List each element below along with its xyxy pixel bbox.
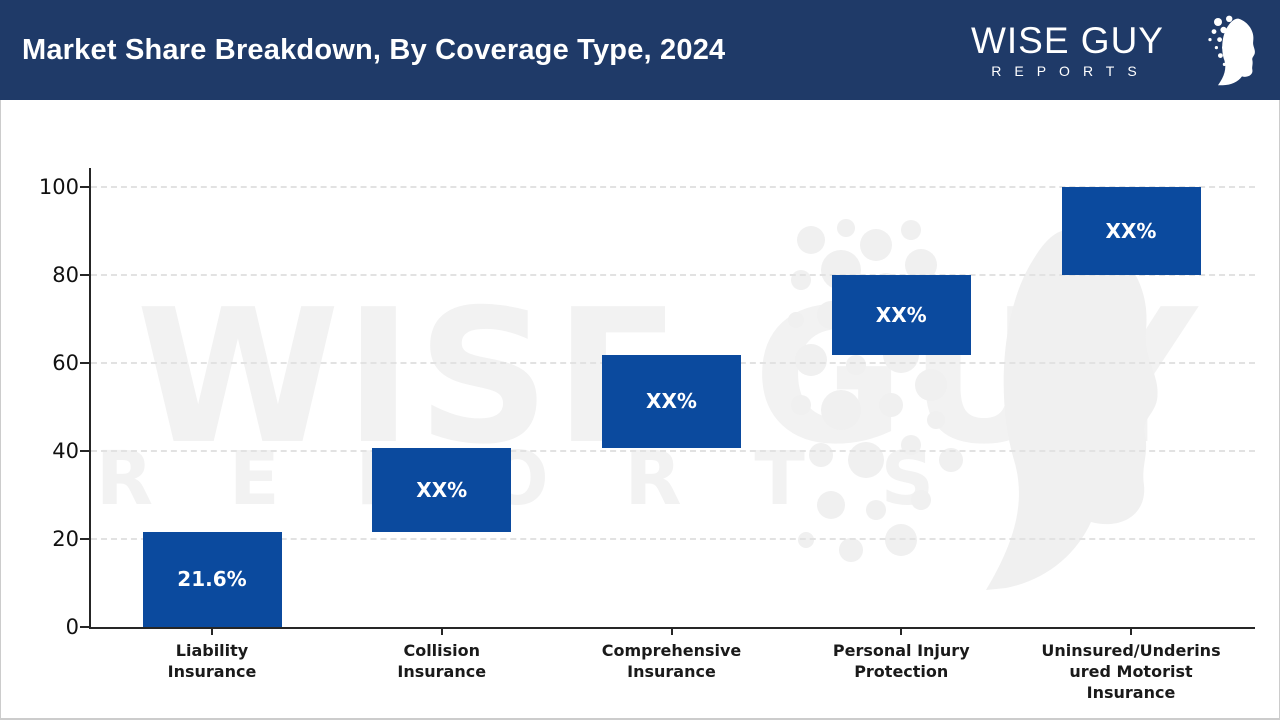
x-tick-5 (1130, 629, 1132, 635)
x-tick-1 (211, 629, 213, 635)
category-label-1: Liability Insurance (167, 641, 257, 681)
bar-value-label: XX% (875, 303, 927, 328)
header: Market Share Breakdown, By Coverage Type… (0, 0, 1280, 100)
bar-4: XX% (831, 275, 971, 356)
x-tick-2 (440, 629, 443, 635)
gridline-y80 (91, 274, 1255, 276)
y-tick-label-100: 100 (38, 175, 79, 199)
category-label-3: Comprehensive Insurance (601, 641, 742, 681)
bar-1: 21.6% (142, 531, 282, 627)
gridline-y40 (91, 450, 1255, 452)
y-tick-0 (80, 626, 89, 628)
x-axis (89, 627, 1255, 629)
brand-logo: WISE GUY REPORTS (971, 13, 1258, 87)
logo-face-icon (1208, 15, 1255, 86)
category-label-4: Personal Injury Protection (832, 641, 970, 681)
y-axis (89, 168, 91, 629)
y-tick-label-80: 80 (52, 263, 79, 287)
y-tick-label-40: 40 (52, 439, 79, 463)
y-tick-20 (80, 538, 89, 540)
category-label-5: Uninsured/Underins ured Motorist Insuran… (1041, 641, 1221, 702)
bar-value-label: XX% (1105, 219, 1157, 243)
brand-subname: REPORTS (991, 63, 1150, 79)
y-tick-label-20: 20 (52, 527, 79, 551)
bar-value-label: XX% (416, 477, 468, 502)
plot-area: 21.6% XX% XX% XX% XX% 0 20 40 60 80 100 Liability I… (1, 100, 1280, 720)
y-tick-label-60: 60 (52, 351, 79, 375)
y-tick-100 (80, 186, 89, 188)
gridline-y20 (91, 538, 1255, 540)
y-tick-label-0: 0 (65, 615, 79, 639)
bar-5: XX% (1061, 187, 1201, 275)
bar-2: XX% (372, 447, 512, 532)
chart-card: WISE GUY REPORTS 21.6% XX% XX% XX% XX% 0 20 40 6… (0, 100, 1280, 720)
category-label-2: Collision Insurance (397, 641, 487, 681)
x-tick-4 (900, 629, 903, 635)
gridline-y100 (91, 186, 1255, 188)
brand-logo-text: WISE GUY REPORTS (971, 22, 1164, 78)
y-tick-60 (80, 362, 89, 364)
bar-3: XX% (602, 355, 741, 448)
brand-name: WISE GUY (970, 20, 1164, 61)
x-tick-3 (670, 629, 673, 635)
chart-title: Market Share Breakdown, By Coverage Type… (22, 33, 726, 66)
y-tick-40 (80, 450, 89, 452)
y-tick-80 (80, 274, 89, 276)
bar-value-label: 21.6% (177, 567, 247, 592)
bar-value-label: XX% (646, 389, 697, 414)
